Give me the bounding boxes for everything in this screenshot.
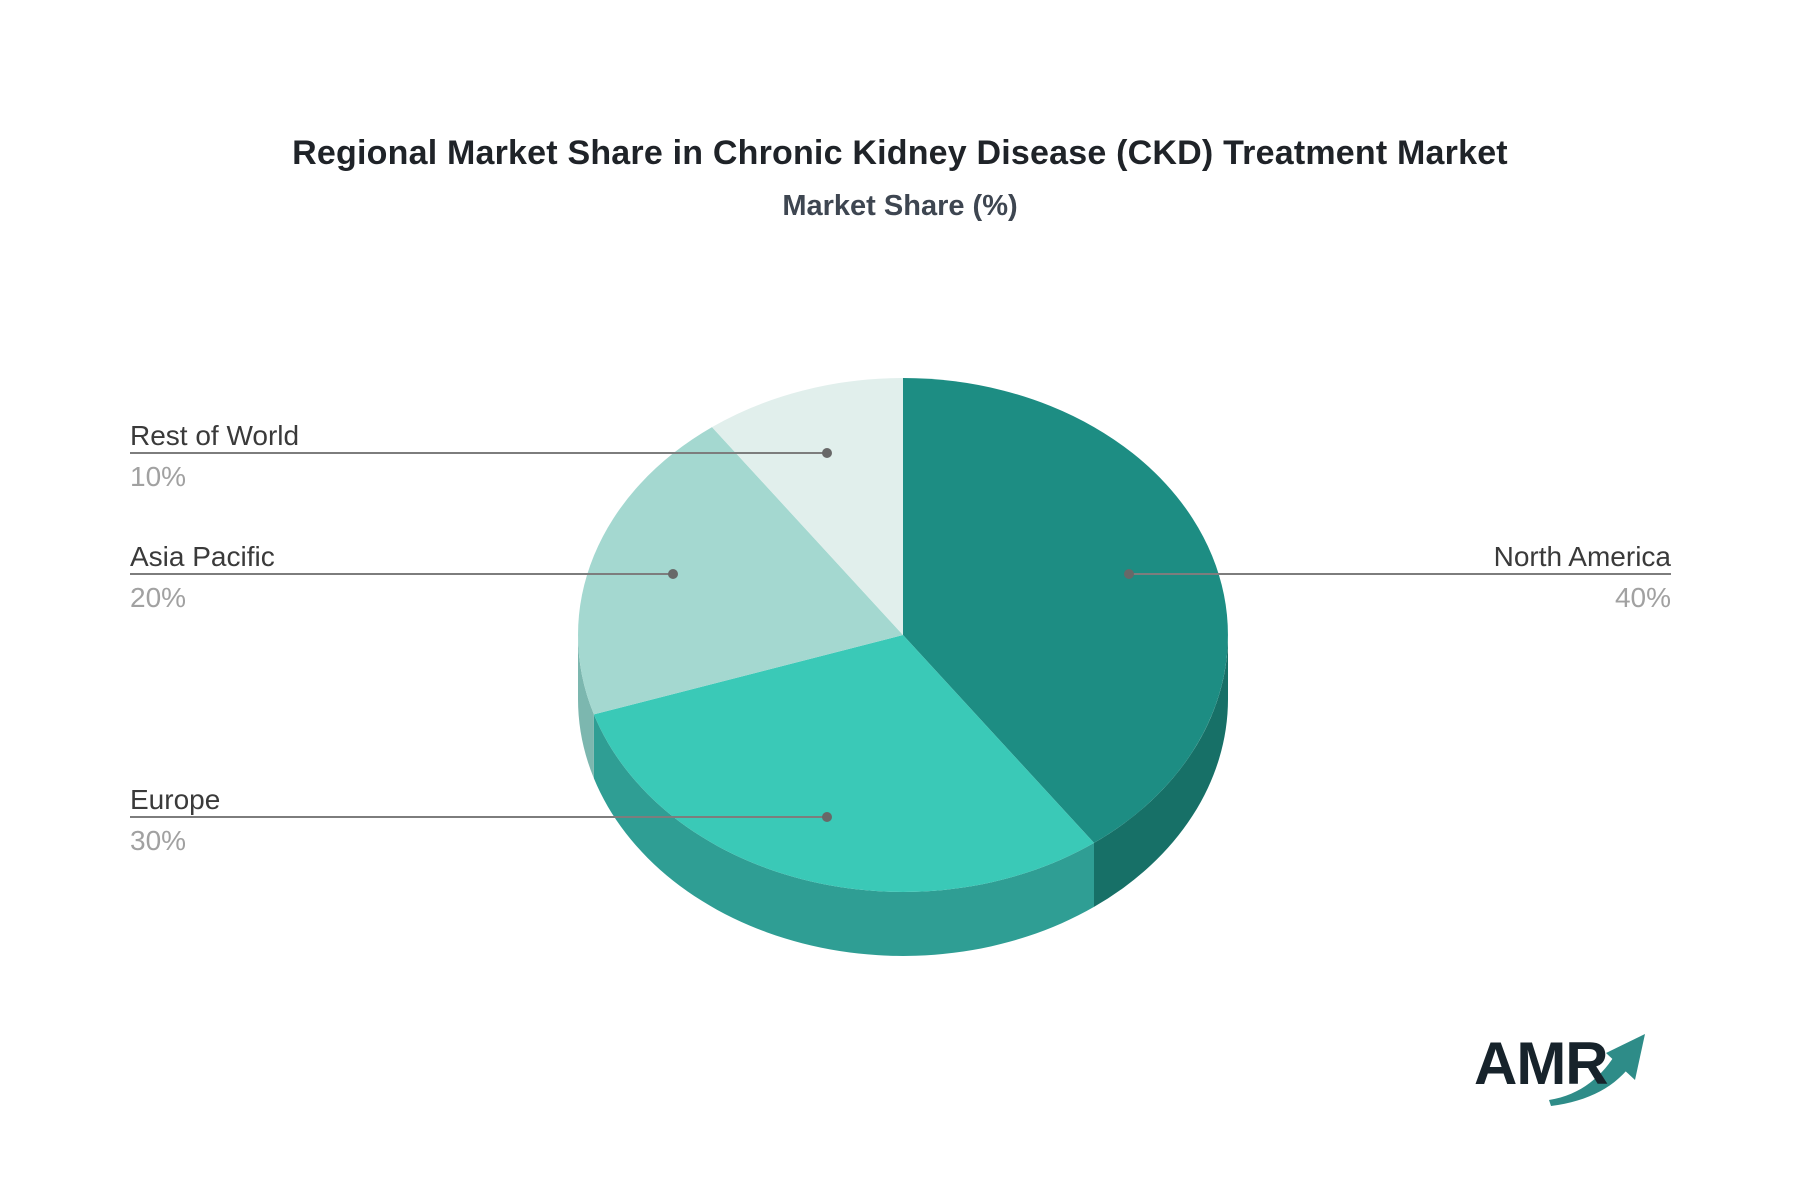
leader-north-america (1124, 569, 1671, 579)
label-europe: Europe (130, 784, 221, 815)
value-rest-of-world: 10% (130, 461, 187, 492)
chart-subtitle: Market Share (%) (782, 190, 1018, 222)
logo-arrow-icon (1549, 1034, 1645, 1106)
value-asia-pacific: 20% (130, 582, 187, 613)
pie-slice-asia-pacific[interactable] (578, 427, 903, 715)
pie-rim-asia-pacific (578, 635, 594, 779)
label-asia-pacific: Asia Pacific (130, 541, 275, 572)
label-north-america: North America (1493, 541, 1671, 572)
leader-asia-pacific (130, 569, 678, 579)
label-rest-of-world: Rest of World (130, 420, 300, 451)
value-europe: 30% (130, 825, 187, 856)
value-north-america: 40% (1614, 582, 1671, 613)
leader-europe (130, 812, 832, 822)
pie-slice-north-america[interactable] (903, 378, 1228, 843)
amr-logo: AMR (1474, 1030, 1609, 1097)
pie-rim-north-america (1094, 635, 1228, 907)
pie-slice-europe[interactable] (593, 635, 1094, 892)
pie-rim-europe (593, 714, 1094, 956)
leader-rest-of-world (130, 448, 832, 458)
chart-title: Regional Market Share in Chronic Kidney … (292, 134, 1508, 172)
pie-slice-rest-of-world[interactable] (712, 378, 903, 635)
